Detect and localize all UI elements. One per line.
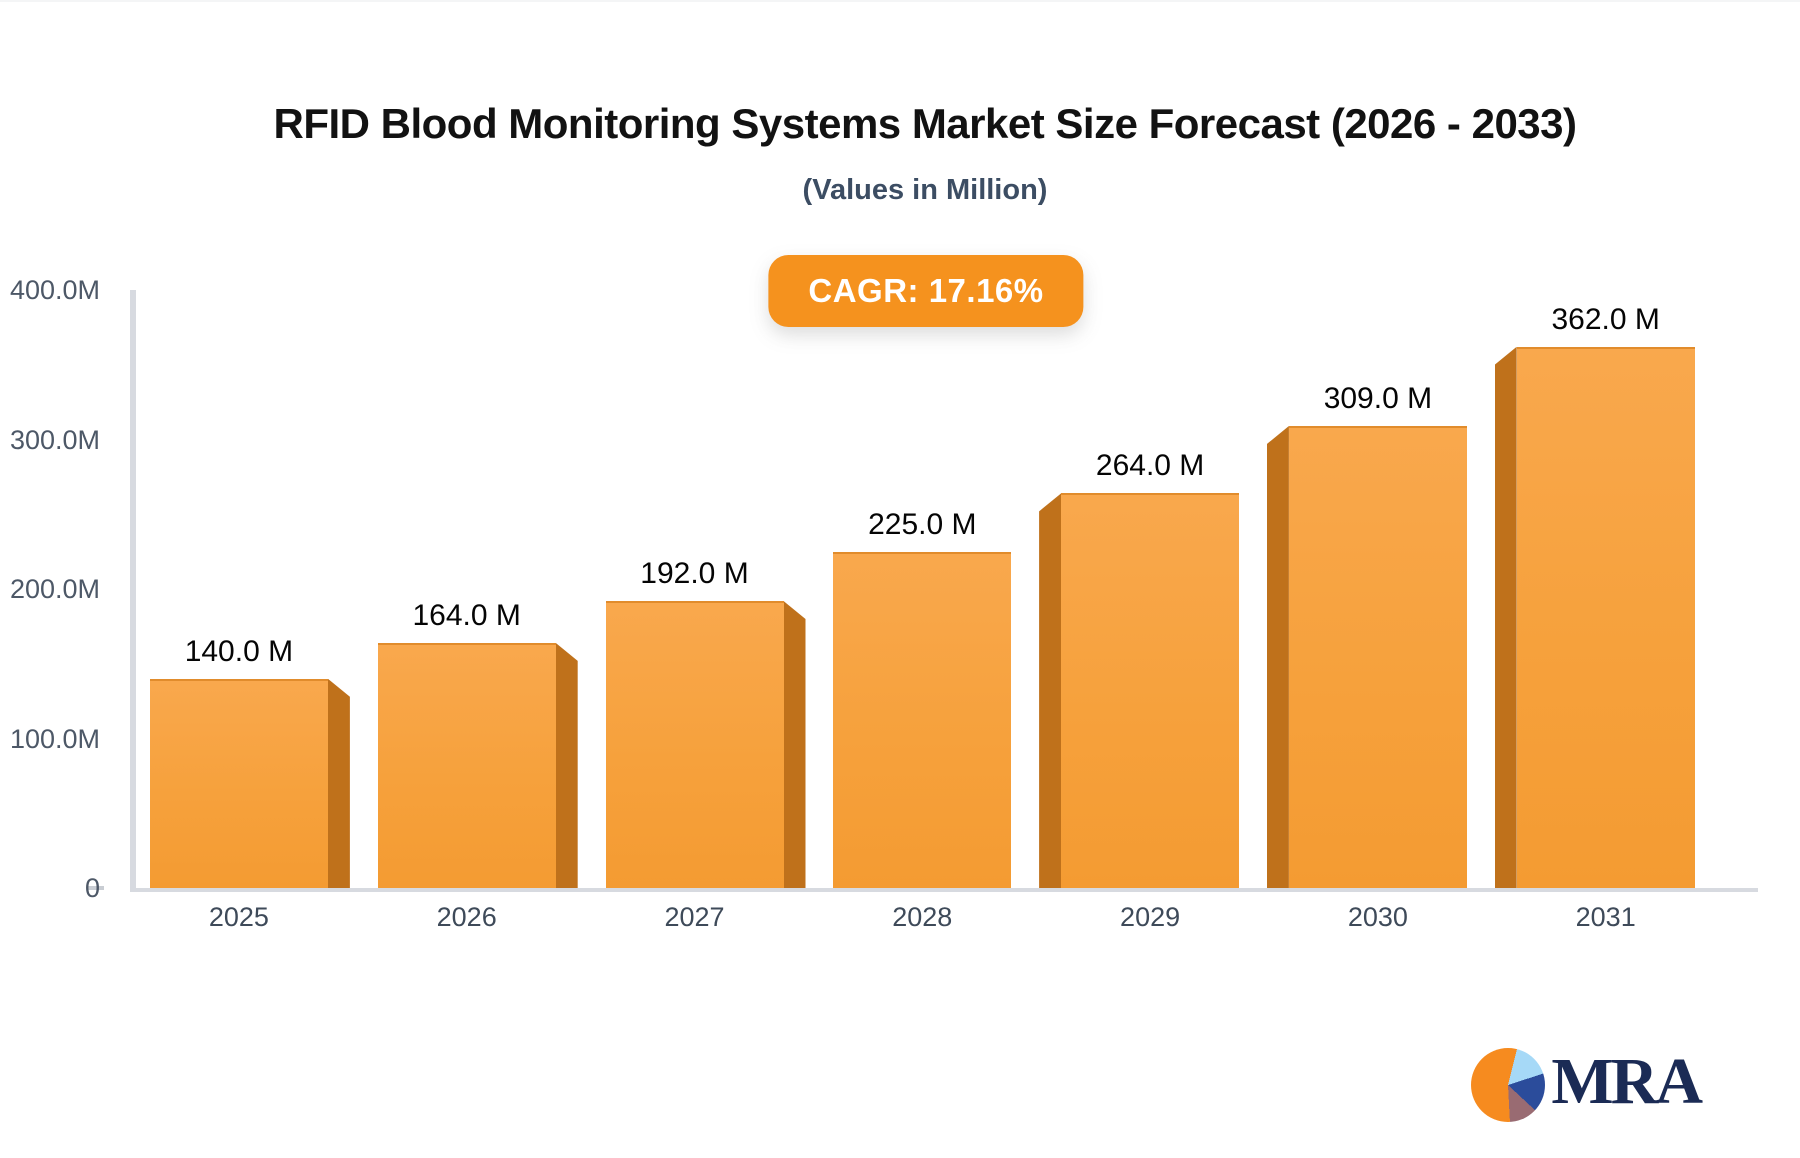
bar [833,551,1012,888]
mra-logo-text: MRA [1551,1045,1703,1118]
bar [1288,426,1467,888]
bar [149,678,328,888]
y-axis-line [130,290,136,892]
bar-3d-side [1494,346,1517,888]
bar-3d-side [1266,426,1289,888]
zero-tick-mark [88,886,104,890]
bar [1061,493,1240,888]
bar [1516,346,1695,888]
bar-value-label: 164.0 M [412,598,521,632]
cagr-badge: CAGR: 17.16% [768,255,1084,327]
y-tick-label: 0 [84,873,100,903]
bar-3d-side [327,678,350,888]
bar-value-label: 140.0 M [184,634,294,668]
x-tick-label: 2027 [664,902,725,932]
x-axis-line [130,888,1758,892]
bar-value-label: 362.0 M [1551,302,1660,336]
y-tick-label: 400.0M [9,275,100,305]
x-tick-label: 2030 [1347,902,1408,932]
mra-logo: MRA [1471,1045,1703,1122]
y-tick-label: 100.0M [9,723,100,754]
chart-subtitle: (Values in Million) [802,174,1048,206]
cagr-badge-label: CAGR: 17.16% [808,272,1044,309]
x-tick-label: 2031 [1575,902,1636,932]
x-tick-label: 2028 [892,902,953,932]
x-tick-label: 2026 [436,902,497,932]
x-tick-label: 2025 [208,902,269,932]
x-tick-label: 2029 [1120,902,1181,932]
bar-value-label: 192.0 M [640,556,749,590]
bar-value-label: 264.0 M [1095,449,1205,483]
bar-3d-side [783,600,806,888]
bar-3d-side [1039,493,1062,888]
pie-chart-icon [1471,1048,1546,1122]
bar [605,600,784,888]
bar-value-label: 309.0 M [1323,382,1433,416]
bar [377,642,556,888]
y-tick-label: 300.0M [9,424,100,455]
chart-title: RFID Blood Monitoring Systems Market Siz… [273,100,1577,147]
bar-3d-side [555,642,578,888]
bar-value-label: 225.0 M [868,507,977,541]
y-tick-label: 200.0M [9,574,100,604]
